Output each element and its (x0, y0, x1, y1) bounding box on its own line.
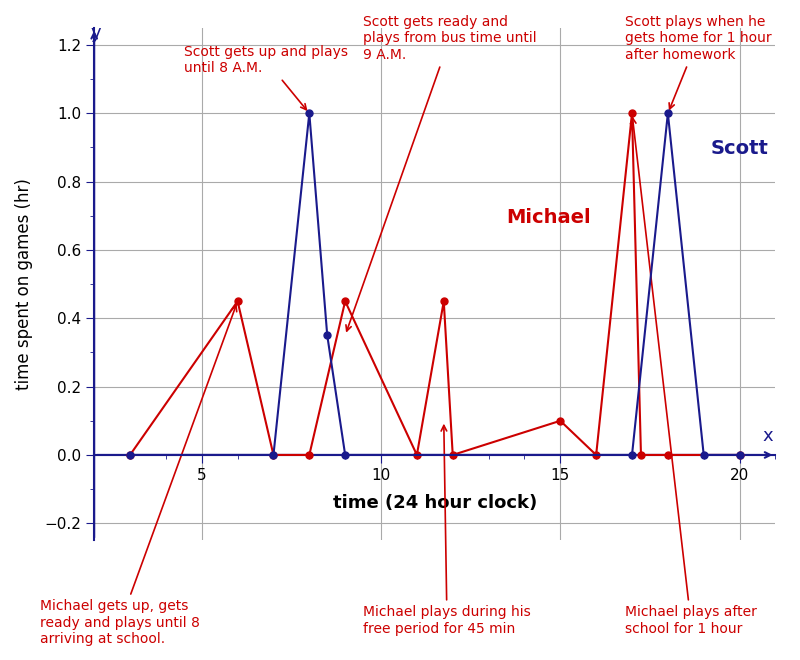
Text: Scott gets ready and
plays from bus time until
9 A.M.: Scott gets ready and plays from bus time… (346, 15, 537, 331)
Text: y: y (90, 24, 102, 42)
Text: Michael plays after
school for 1 hour: Michael plays after school for 1 hour (625, 118, 757, 636)
Text: Michael plays during his
free period for 45 min: Michael plays during his free period for… (363, 426, 531, 636)
Text: Michael gets up, gets
ready and plays until 8
arriving at school.: Michael gets up, gets ready and plays un… (40, 306, 237, 646)
Y-axis label: time spent on games (hr): time spent on games (hr) (15, 178, 33, 390)
Text: Scott gets up and plays
until 8 A.M.: Scott gets up and plays until 8 A.M. (184, 45, 348, 110)
Text: Scott plays when he
gets home for 1 hour
after homework: Scott plays when he gets home for 1 hour… (625, 15, 771, 109)
Text: x: x (763, 427, 774, 446)
Text: Michael: Michael (506, 208, 591, 226)
Text: Scott: Scott (711, 139, 769, 158)
X-axis label: time (24 hour clock): time (24 hour clock) (333, 494, 537, 512)
